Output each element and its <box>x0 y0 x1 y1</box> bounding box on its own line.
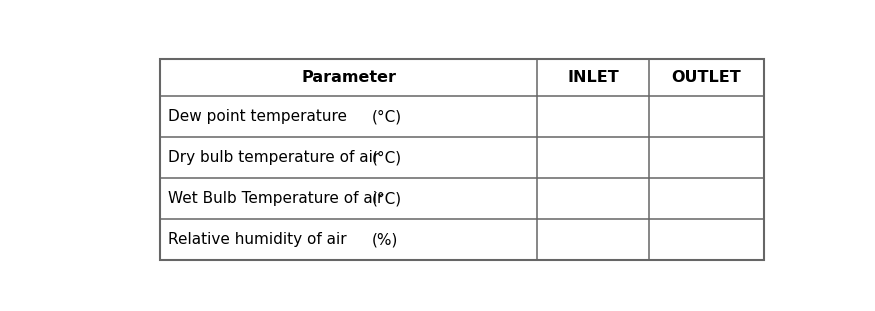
Text: (°C): (°C) <box>372 191 402 206</box>
Bar <box>160 59 764 260</box>
Text: Relative humidity of air: Relative humidity of air <box>168 232 346 247</box>
Text: Dew point temperature: Dew point temperature <box>168 109 346 124</box>
Text: (%): (%) <box>372 232 398 247</box>
Text: (°C): (°C) <box>372 150 402 165</box>
Text: Wet Bulb Temperature of air: Wet Bulb Temperature of air <box>168 191 383 206</box>
Text: Dry bulb temperature of air: Dry bulb temperature of air <box>168 150 379 165</box>
Text: (°C): (°C) <box>372 109 402 124</box>
Text: Parameter: Parameter <box>301 70 396 85</box>
Text: OUTLET: OUTLET <box>671 70 741 85</box>
Text: INLET: INLET <box>567 70 620 85</box>
